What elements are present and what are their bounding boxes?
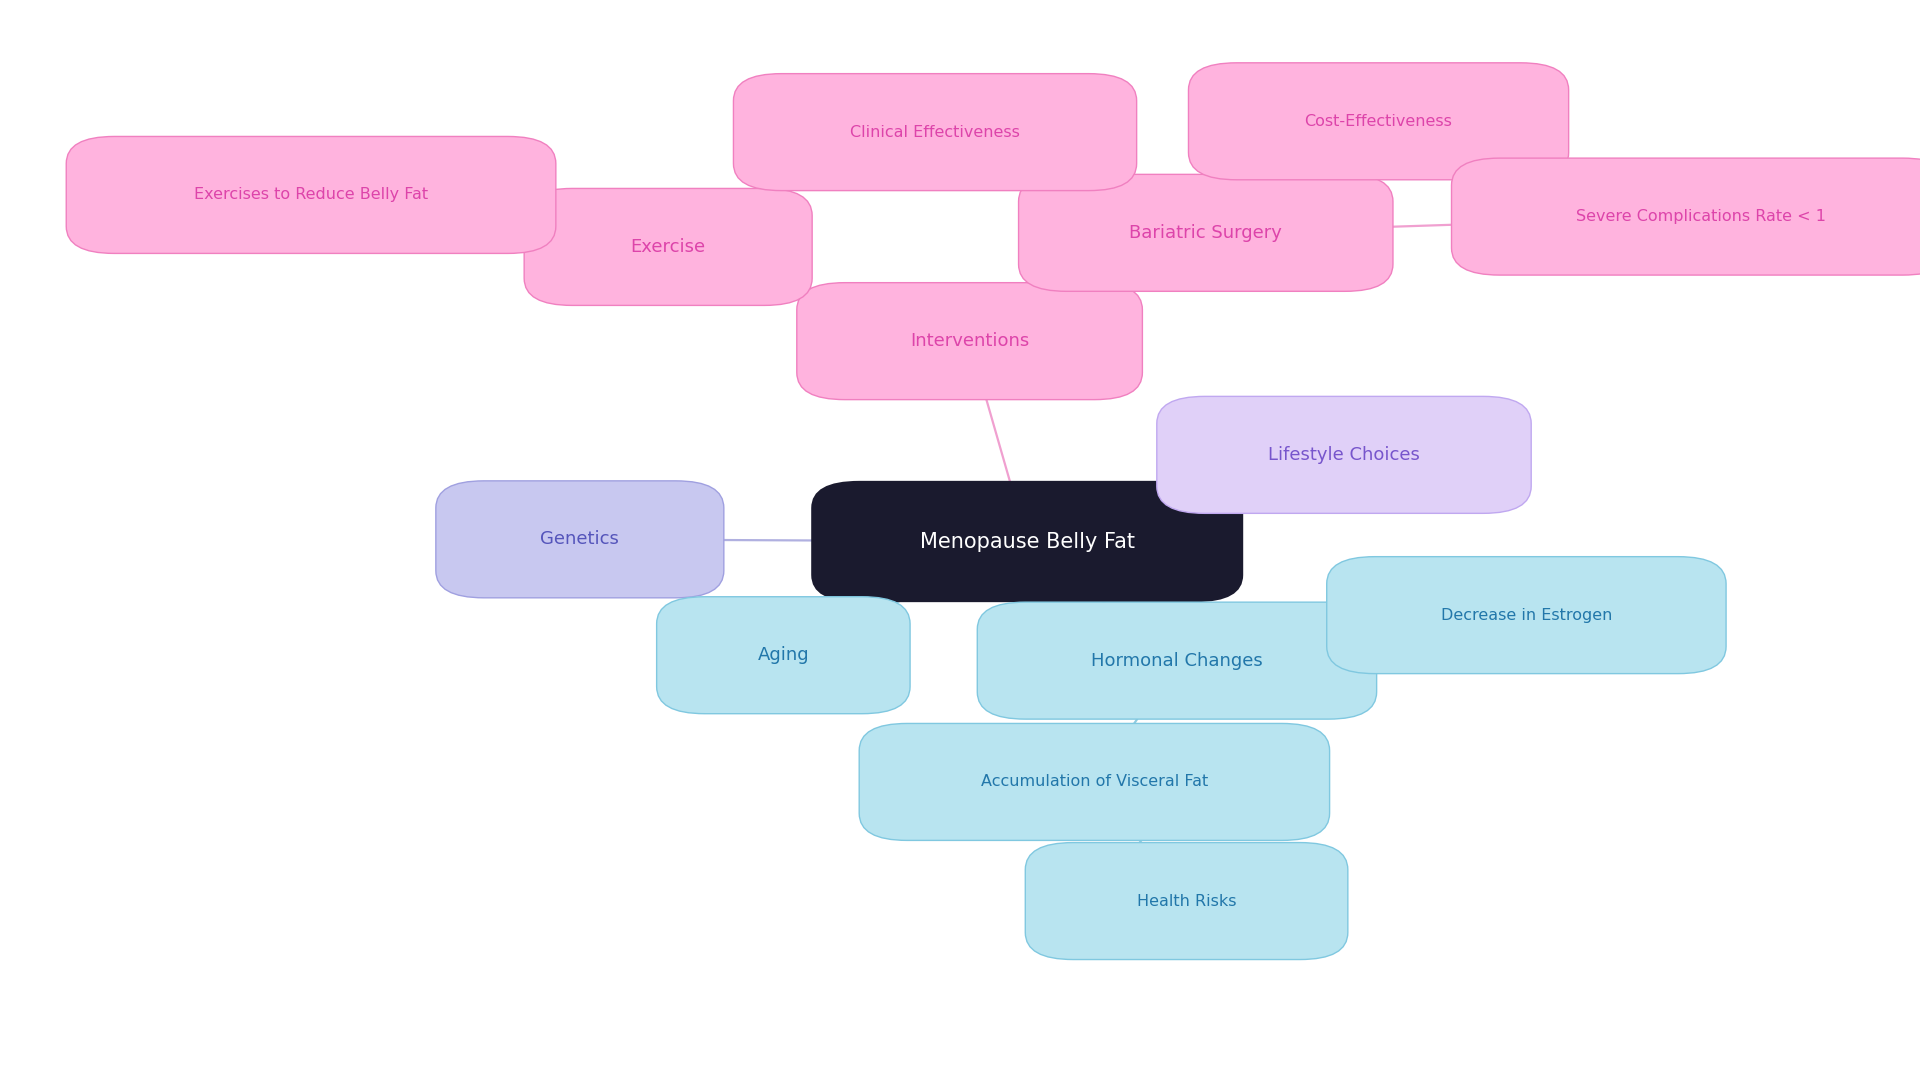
- Text: Aging: Aging: [758, 647, 808, 664]
- FancyBboxPatch shape: [1156, 396, 1530, 513]
- FancyBboxPatch shape: [1188, 63, 1569, 180]
- FancyBboxPatch shape: [858, 723, 1329, 840]
- Text: Clinical Effectiveness: Clinical Effectiveness: [851, 125, 1020, 140]
- FancyBboxPatch shape: [733, 74, 1137, 191]
- FancyBboxPatch shape: [1452, 158, 1920, 275]
- Text: Cost-Effectiveness: Cost-Effectiveness: [1304, 114, 1453, 129]
- FancyBboxPatch shape: [810, 481, 1242, 602]
- FancyBboxPatch shape: [524, 188, 812, 305]
- Text: Accumulation of Visceral Fat: Accumulation of Visceral Fat: [981, 774, 1208, 790]
- Text: Bariatric Surgery: Bariatric Surgery: [1129, 224, 1283, 242]
- FancyBboxPatch shape: [977, 602, 1377, 719]
- Text: Exercises to Reduce Belly Fat: Exercises to Reduce Belly Fat: [194, 187, 428, 203]
- Text: Health Risks: Health Risks: [1137, 893, 1236, 909]
- Text: Exercise: Exercise: [630, 238, 707, 256]
- Text: Hormonal Changes: Hormonal Changes: [1091, 652, 1263, 669]
- Text: Interventions: Interventions: [910, 332, 1029, 350]
- Text: Severe Complications Rate < 1: Severe Complications Rate < 1: [1576, 209, 1826, 224]
- Text: Genetics: Genetics: [540, 531, 620, 548]
- Text: Menopause Belly Fat: Menopause Belly Fat: [920, 532, 1135, 551]
- FancyBboxPatch shape: [1025, 843, 1348, 960]
- FancyBboxPatch shape: [797, 283, 1142, 400]
- FancyBboxPatch shape: [657, 597, 910, 714]
- FancyBboxPatch shape: [436, 481, 724, 598]
- FancyBboxPatch shape: [1327, 557, 1726, 674]
- FancyBboxPatch shape: [1018, 174, 1394, 291]
- Text: Lifestyle Choices: Lifestyle Choices: [1267, 446, 1421, 464]
- FancyBboxPatch shape: [67, 136, 557, 253]
- Text: Decrease in Estrogen: Decrease in Estrogen: [1440, 608, 1613, 623]
